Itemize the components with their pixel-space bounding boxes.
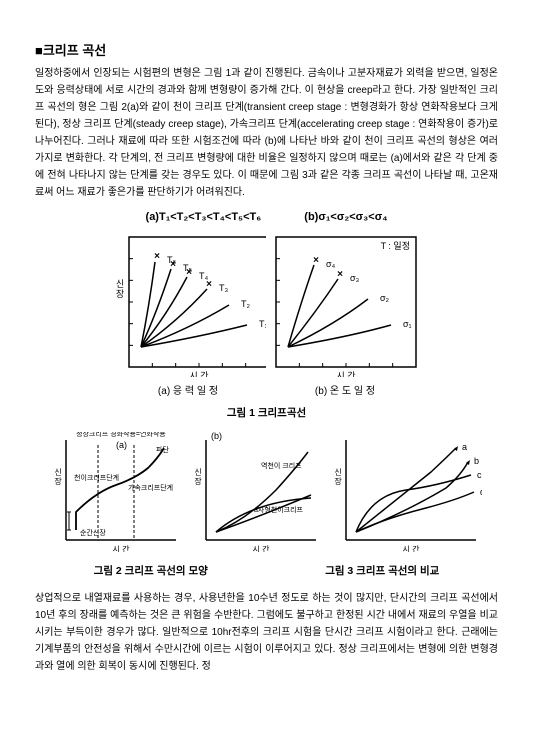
svg-text:시 간: 시 간 [112, 544, 130, 552]
svg-text:(b): (b) [211, 432, 222, 441]
creep-chart-stress-constant: 신장시 간×T₆×T₅×T₄×T₃T₂T₁ [111, 229, 266, 377]
svg-text:역천이 크리프: 역천이 크리프 [261, 461, 302, 470]
svg-text:b: b [474, 456, 479, 466]
svg-text:c: c [477, 470, 482, 480]
svg-text:×: × [154, 251, 160, 262]
svg-text:a: a [462, 442, 467, 452]
svg-text:가속크리프단계: 가속크리프단계 [128, 483, 173, 492]
svg-text:σ₃: σ₃ [350, 273, 360, 283]
creep-chart-temp-constant: T : 일정시 간×σ₄×σ₃σ₂σ₁ [268, 229, 423, 377]
formula-a: (a)T₁<T₂<T₃<T₄<T₅<T₆ [146, 211, 262, 223]
svg-text:파단: 파단 [156, 445, 169, 454]
svg-text:σ₂: σ₂ [380, 293, 390, 303]
svg-text:시 간: 시 간 [189, 371, 208, 377]
svg-text:×: × [313, 255, 319, 266]
figure-1a: 신장시 간×T₆×T₅×T₄×T₃T₂T₁ (a) 응 력 일 정 [111, 229, 266, 401]
svg-text:신장: 신장 [54, 468, 62, 486]
paragraph-1: 일정하중에서 인장되는 시험편의 변형은 그림 1과 같이 진행된다. 금속이나… [35, 65, 498, 201]
svg-text:σ₁: σ₁ [403, 319, 412, 329]
figure-3: 신장시 간 abcd [332, 432, 482, 555]
svg-text:(a): (a) [116, 440, 127, 450]
svg-text:시 간: 시 간 [336, 371, 355, 377]
svg-text:×: × [170, 259, 176, 270]
svg-text:정상크리프 경화작용=연화작용: 정상크리프 경화작용=연화작용 [76, 432, 166, 438]
fig1-main-caption: 그림 1 크리프곡선 [227, 405, 306, 420]
page-title: ■크리프 곡선 [35, 40, 498, 59]
creep-stages-chart: 신장시 간 정상크리프 경화작용=연화작용천이크리프단계가속크리프단계순간신장 (a… [52, 432, 182, 552]
svg-text:T : 일정: T : 일정 [380, 241, 409, 251]
svg-text:σ₄: σ₄ [326, 259, 336, 269]
figure-2b: 신장시 간 (b) 역천이 크리프 a자형천이크리프 [192, 432, 322, 555]
svg-text:천이크리프단계: 천이크리프단계 [74, 473, 119, 482]
svg-text:T₃: T₃ [219, 283, 228, 293]
creep-comparison-chart: 신장시 간 abcd [332, 432, 482, 552]
svg-text:a자형천이크리프: a자형천이크리프 [254, 505, 304, 514]
svg-text:신장: 신장 [334, 468, 342, 486]
svg-text:신장: 신장 [194, 468, 202, 486]
fig3-caption: 그림 3 크리프 곡선의 비교 [325, 563, 439, 578]
svg-text:순간신장: 순간신장 [80, 528, 106, 537]
svg-text:×: × [186, 267, 192, 278]
svg-text:T₂: T₂ [241, 299, 250, 309]
formula-b: (b)σ₁<σ₂<σ₃<σ₄ [304, 211, 387, 223]
svg-text:신장: 신장 [115, 279, 123, 299]
figure-1-container: 신장시 간×T₆×T₅×T₄×T₃T₂T₁ (a) 응 력 일 정 T : 일정… [35, 229, 498, 432]
svg-text:d: d [480, 487, 482, 497]
fig1a-subcaption: (a) 응 력 일 정 [111, 382, 266, 397]
paragraph-2: 상업적으로 내열재료를 사용하는 경우, 사용년한을 10수년 정도로 하는 것… [35, 590, 498, 675]
svg-text:T₁: T₁ [259, 319, 266, 329]
svg-text:×: × [337, 269, 343, 280]
fig2-caption: 그림 2 크리프 곡선의 모양 [94, 563, 208, 578]
svg-text:시 간: 시 간 [252, 544, 270, 552]
formula-row: (a)T₁<T₂<T₃<T₄<T₅<T₆ (b)σ₁<σ₂<σ₃<σ₄ [35, 211, 498, 223]
svg-text:×: × [206, 279, 212, 290]
figure-2-3-container: 신장시 간 정상크리프 경화작용=연화작용천이크리프단계가속크리프단계순간신장 (a… [35, 432, 498, 555]
figure-2a: 신장시 간 정상크리프 경화작용=연화작용천이크리프단계가속크리프단계순간신장 (a… [52, 432, 182, 555]
svg-text:시 간: 시 간 [402, 544, 420, 552]
fig1b-subcaption: (b) 온 도 일 정 [268, 382, 423, 397]
creep-types-chart: 신장시 간 (b) 역천이 크리프 a자형천이크리프 [192, 432, 322, 552]
figure-1b: T : 일정시 간×σ₄×σ₃σ₂σ₁ (b) 온 도 일 정 [268, 229, 423, 401]
